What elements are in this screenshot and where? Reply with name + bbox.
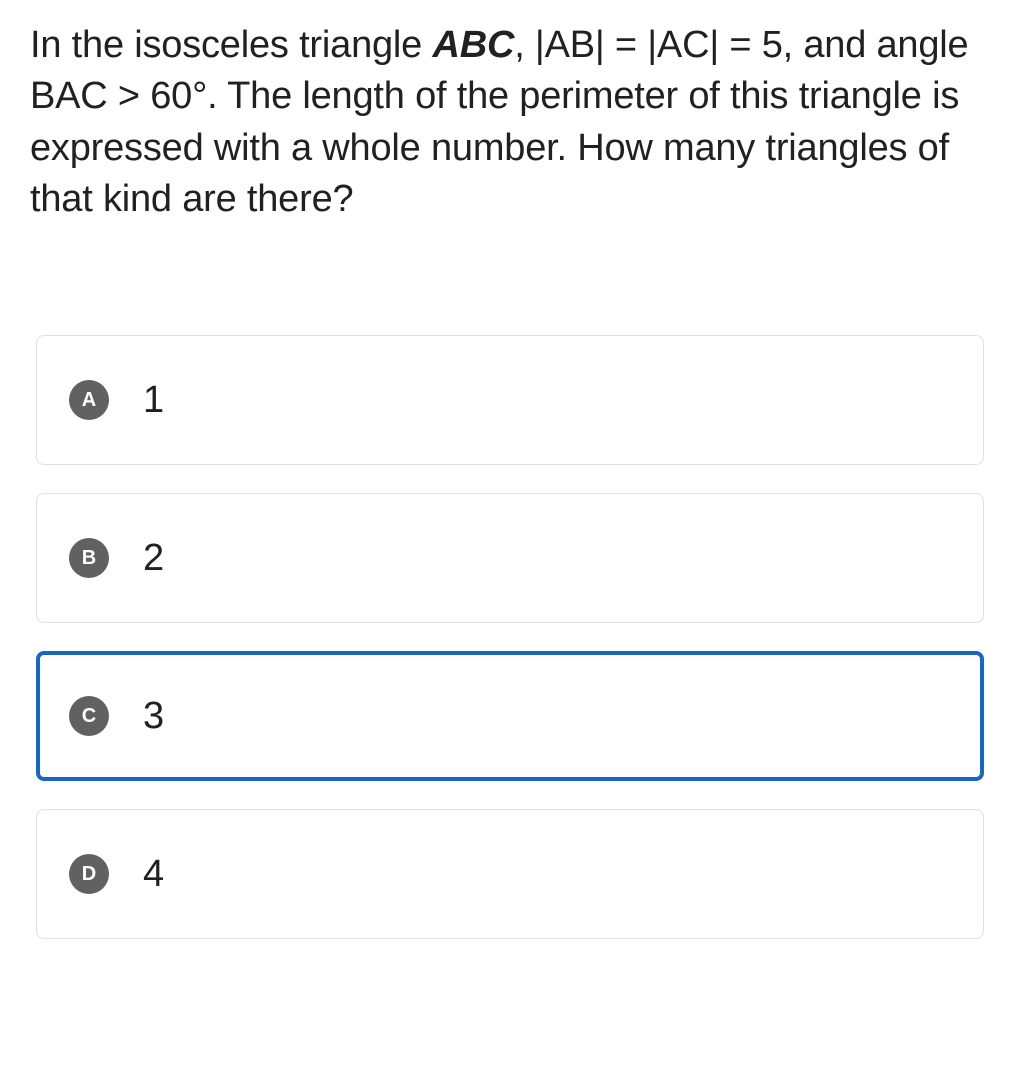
option-label-c: 3: [143, 695, 164, 738]
question-prefix: In the isosceles triangle: [30, 24, 432, 66]
options-list: A 1 B 2 C 3 D 4: [30, 335, 994, 939]
option-badge-d: D: [69, 854, 109, 894]
option-label-a: 1: [143, 379, 164, 422]
option-a[interactable]: A 1: [36, 335, 984, 465]
option-badge-c: C: [69, 696, 109, 736]
option-d[interactable]: D 4: [36, 809, 984, 939]
option-badge-b: B: [69, 538, 109, 578]
question-text: In the isosceles triangle ABC, |AB| = |A…: [30, 20, 994, 225]
triangle-name: ABC: [432, 24, 514, 66]
option-badge-a: A: [69, 380, 109, 420]
option-label-b: 2: [143, 537, 164, 580]
quiz-container: In the isosceles triangle ABC, |AB| = |A…: [0, 0, 1024, 959]
option-b[interactable]: B 2: [36, 493, 984, 623]
option-label-d: 4: [143, 853, 164, 896]
option-c[interactable]: C 3: [36, 651, 984, 781]
